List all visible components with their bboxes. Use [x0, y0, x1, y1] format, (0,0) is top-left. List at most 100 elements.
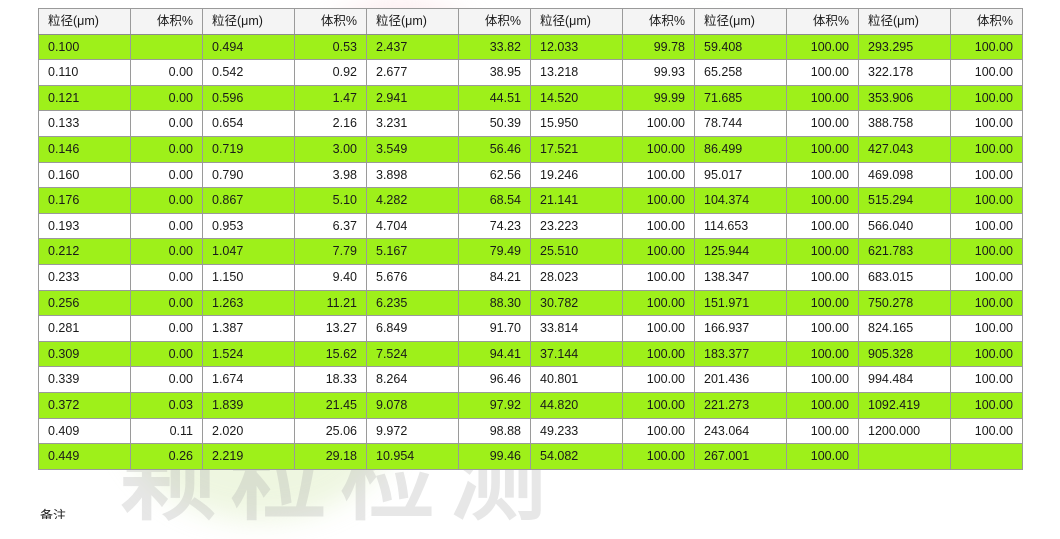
cell-volume: 100.00 — [622, 263, 695, 291]
cell-size: 1092.419 — [858, 391, 951, 419]
cell-volume: 3.00 — [294, 135, 367, 163]
header-volume-2: 体积% — [294, 8, 367, 35]
cell-size: 0.121 — [38, 84, 131, 112]
table-row: 0.281 0.00 1.387 13.27 6.849 91.70 33.814 100.0… — [38, 315, 1023, 342]
cell-size: 104.374 — [694, 187, 787, 214]
cell-volume: 62.56 — [458, 161, 531, 189]
cell-size: 95.017 — [694, 161, 787, 189]
header-volume-1: 体积% — [130, 8, 203, 35]
cell-volume: 100.00 — [786, 33, 859, 61]
cell-size: 151.971 — [694, 289, 787, 317]
cell-size: 621.783 — [858, 238, 951, 265]
footnote-label: 备注 — [40, 508, 67, 519]
cell-volume: 99.46 — [458, 443, 531, 470]
cell-volume: 100.00 — [786, 238, 859, 265]
cell-volume: 56.46 — [458, 135, 531, 163]
cell-size: 201.436 — [694, 366, 787, 393]
cell-size: 5.167 — [366, 238, 459, 265]
cell-volume: 5.10 — [294, 187, 367, 214]
cell-size: 138.347 — [694, 263, 787, 291]
table-row: 0.100 0.494 0.53 2.437 33.82 12.033 99.78 59.40… — [38, 33, 1023, 61]
cell-volume: 88.30 — [458, 289, 531, 317]
cell-size: 59.408 — [694, 33, 787, 61]
cell-volume: 0.03 — [130, 391, 203, 419]
cell-volume: 100.00 — [622, 212, 695, 240]
cell-size: 3.549 — [366, 135, 459, 163]
cell-size: 683.015 — [858, 263, 951, 291]
cell-volume — [130, 33, 203, 61]
cell-size: 78.744 — [694, 110, 787, 137]
cell-size: 469.098 — [858, 161, 951, 189]
header-size-3: 粒径(μm) — [366, 8, 459, 35]
cell-size: 1.047 — [202, 238, 295, 265]
cell-size: 49.233 — [530, 417, 623, 445]
cell-volume: 100.00 — [622, 417, 695, 445]
table-row: 0.176 0.00 0.867 5.10 4.282 68.54 21.141 100.00… — [38, 187, 1023, 214]
table-row: 0.110 0.00 0.542 0.92 2.677 38.95 13.218 99.93 6… — [38, 59, 1023, 86]
cell-size: 1.150 — [202, 263, 295, 291]
cell-size: 0.146 — [38, 135, 131, 163]
cell-volume: 100.00 — [950, 263, 1023, 291]
cell-volume: 18.33 — [294, 366, 367, 393]
cell-volume: 98.88 — [458, 417, 531, 445]
cell-size: 25.510 — [530, 238, 623, 265]
table-header-row: 粒径(μm) 体积% 粒径(μm) 体积% 粒径(μm) 体积% 粒径(μm) … — [38, 8, 1023, 35]
cell-volume: 100.00 — [786, 443, 859, 470]
cell-volume: 100.00 — [950, 238, 1023, 265]
cell-volume: 0.11 — [130, 417, 203, 445]
cell-size: 1.839 — [202, 391, 295, 419]
cell-size: 19.246 — [530, 161, 623, 189]
cell-volume: 6.37 — [294, 212, 367, 240]
cell-volume: 21.45 — [294, 391, 367, 419]
cell-size: 6.235 — [366, 289, 459, 317]
cell-size: 0.110 — [38, 59, 131, 86]
header-size-6: 粒径(μm) — [858, 8, 951, 35]
cell-size: 0.409 — [38, 417, 131, 445]
cell-size: 243.064 — [694, 417, 787, 445]
cell-volume: 1.47 — [294, 84, 367, 112]
cell-volume: 99.99 — [622, 84, 695, 112]
cell-size: 1.524 — [202, 340, 295, 368]
cell-volume: 33.82 — [458, 33, 531, 61]
cell-size: 13.218 — [530, 59, 623, 86]
cell-size: 2.941 — [366, 84, 459, 112]
header-size-5: 粒径(μm) — [694, 8, 787, 35]
cell-volume: 100.00 — [622, 315, 695, 342]
cell-size: 114.653 — [694, 212, 787, 240]
cell-size: 1.263 — [202, 289, 295, 317]
cell-volume: 100.00 — [786, 315, 859, 342]
cell-size: 40.801 — [530, 366, 623, 393]
cell-volume: 7.79 — [294, 238, 367, 265]
cell-size: 54.082 — [530, 443, 623, 470]
cell-volume: 0.00 — [130, 366, 203, 393]
cell-volume: 100.00 — [950, 212, 1023, 240]
cell-size: 44.820 — [530, 391, 623, 419]
table-row: 0.309 0.00 1.524 15.62 7.524 94.41 37.144 100.0… — [38, 340, 1023, 368]
cell-volume: 0.00 — [130, 161, 203, 189]
cell-size: 388.758 — [858, 110, 951, 137]
cell-volume: 100.00 — [786, 289, 859, 317]
cell-size: 0.133 — [38, 110, 131, 137]
cell-size: 71.685 — [694, 84, 787, 112]
table-row: 0.160 0.00 0.790 3.98 3.898 62.56 19.246 100.00… — [38, 161, 1023, 189]
cell-volume: 97.92 — [458, 391, 531, 419]
cell-volume: 100.00 — [950, 33, 1023, 61]
cell-volume: 68.54 — [458, 187, 531, 214]
cell-volume: 100.00 — [950, 391, 1023, 419]
cell-volume: 100.00 — [622, 161, 695, 189]
table-row: 0.121 0.00 0.596 1.47 2.941 44.51 14.520 99.99 7… — [38, 84, 1023, 112]
cell-volume: 100.00 — [950, 59, 1023, 86]
cell-volume: 0.00 — [130, 289, 203, 317]
cell-volume: 100.00 — [786, 187, 859, 214]
cell-volume: 100.00 — [786, 59, 859, 86]
cell-size: 17.521 — [530, 135, 623, 163]
cell-volume: 100.00 — [950, 340, 1023, 368]
cell-volume: 91.70 — [458, 315, 531, 342]
table-row: 0.212 0.00 1.047 7.79 5.167 79.49 25.510 100.00… — [38, 238, 1023, 265]
cell-volume: 0.00 — [130, 238, 203, 265]
cell-volume: 79.49 — [458, 238, 531, 265]
cell-volume: 100.00 — [950, 187, 1023, 214]
cell-volume: 0.00 — [130, 110, 203, 137]
cell-size: 905.328 — [858, 340, 951, 368]
header-size-4: 粒径(μm) — [530, 8, 623, 35]
